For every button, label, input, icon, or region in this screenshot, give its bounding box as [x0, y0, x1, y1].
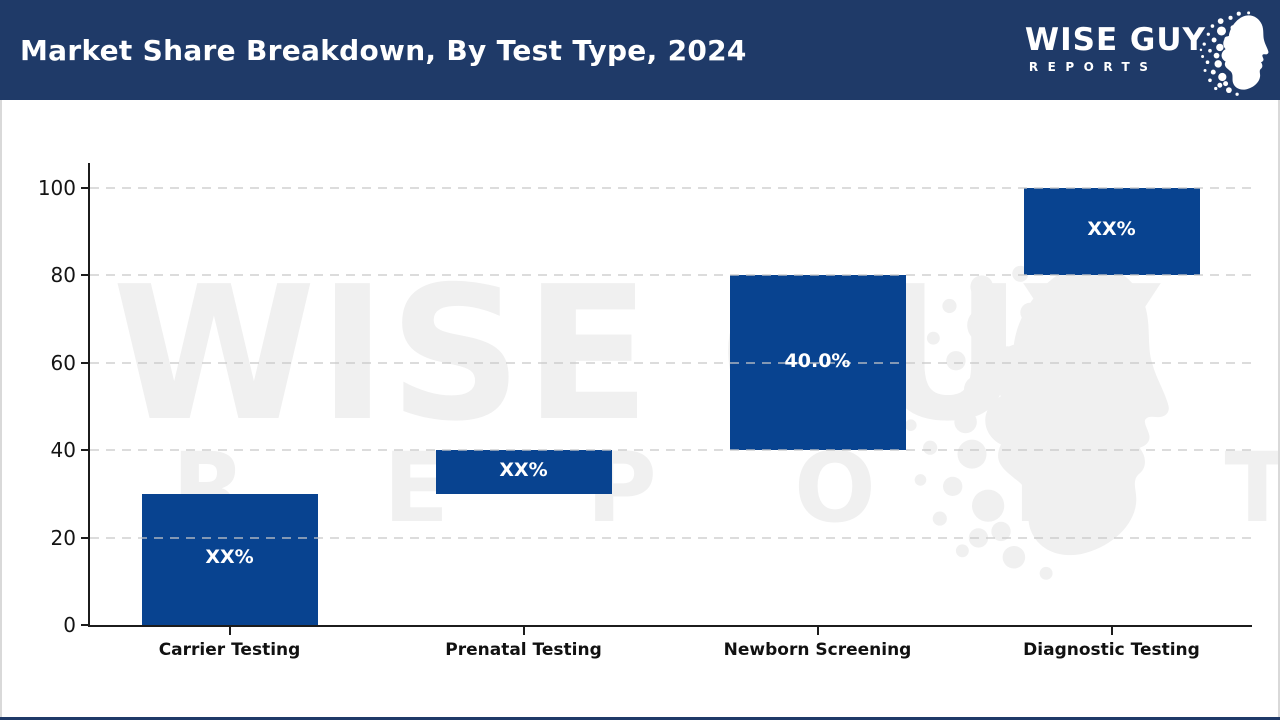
y-tick-label-80: 80 [50, 263, 76, 287]
y-tick-0 [81, 624, 89, 626]
bar-carrier-testing [141, 493, 318, 625]
y-tick-40 [81, 449, 89, 451]
y-axis-spine [88, 163, 90, 627]
page-border-left [0, 100, 2, 717]
x-tick-3 [1110, 627, 1113, 635]
watermark-dotted-head-icon [885, 248, 1175, 583]
bar-value-label: 40.0% [784, 349, 851, 372]
footer-bar [0, 717, 1280, 720]
x-tick-label-1: Prenatal Testing [445, 640, 602, 660]
gridline-20 [90, 536, 1252, 539]
page-title: Market Share Breakdown, By Test Type, 20… [20, 33, 747, 67]
y-tick-label-60: 60 [50, 350, 76, 375]
x-tick-label-0: Carrier Testing [158, 640, 301, 660]
gridline-40 [90, 449, 1252, 451]
brand-name: WISE GUY [1024, 22, 1206, 58]
y-tick-label-100: 100 [37, 175, 76, 200]
y-tick-80 [81, 274, 89, 276]
x-tick-0 [228, 627, 231, 635]
brand-dotted-head-icon [1196, 10, 1270, 98]
bar-value-label: XX% [1087, 218, 1136, 241]
gridline-60 [90, 361, 1252, 364]
x-tick-2 [816, 627, 819, 635]
brand-logo: WISE GUY REPORTS [1025, 8, 1270, 98]
bar-value-label: XX% [205, 546, 254, 569]
y-tick-label-0: 0 [63, 613, 76, 637]
brand-subtitle: REPORTS [1028, 60, 1158, 74]
bar-prenatal-testing [435, 450, 612, 494]
x-tick-label-2: Newborn Screening [723, 640, 912, 660]
header-bar: Market Share Breakdown, By Test Type, 20… [0, 0, 1280, 100]
y-tick-20 [81, 536, 89, 539]
bar-diagnostic-testing [1023, 187, 1200, 275]
y-tick-100 [81, 186, 89, 189]
bar-value-label: XX% [499, 458, 548, 481]
brand-logo-text: WISE GUY REPORTS [1025, 24, 1206, 74]
y-tick-60 [81, 361, 89, 364]
x-tick-1 [522, 627, 525, 635]
y-tick-label-40: 40 [50, 438, 76, 462]
gridline-100 [90, 186, 1252, 189]
y-tick-label-20: 20 [50, 525, 76, 550]
x-axis-spine [88, 625, 1252, 627]
page-border-right [1278, 100, 1280, 717]
x-tick-label-3: Diagnostic Testing [1023, 640, 1200, 660]
gridline-80 [90, 274, 1252, 276]
